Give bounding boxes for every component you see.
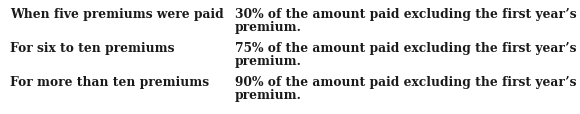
Text: When five premiums were paid: When five premiums were paid <box>10 8 224 21</box>
Text: premium.: premium. <box>235 21 302 34</box>
Text: For more than ten premiums: For more than ten premiums <box>10 75 209 88</box>
Text: 90% of the amount paid excluding the first year’s: 90% of the amount paid excluding the fir… <box>235 75 577 88</box>
Text: premium.: premium. <box>235 54 302 67</box>
Text: For six to ten premiums: For six to ten premiums <box>10 42 175 54</box>
Text: 30% of the amount paid excluding the first year’s: 30% of the amount paid excluding the fir… <box>235 8 577 21</box>
Text: premium.: premium. <box>235 88 302 101</box>
Text: 75% of the amount paid excluding the first year’s: 75% of the amount paid excluding the fir… <box>235 42 577 54</box>
